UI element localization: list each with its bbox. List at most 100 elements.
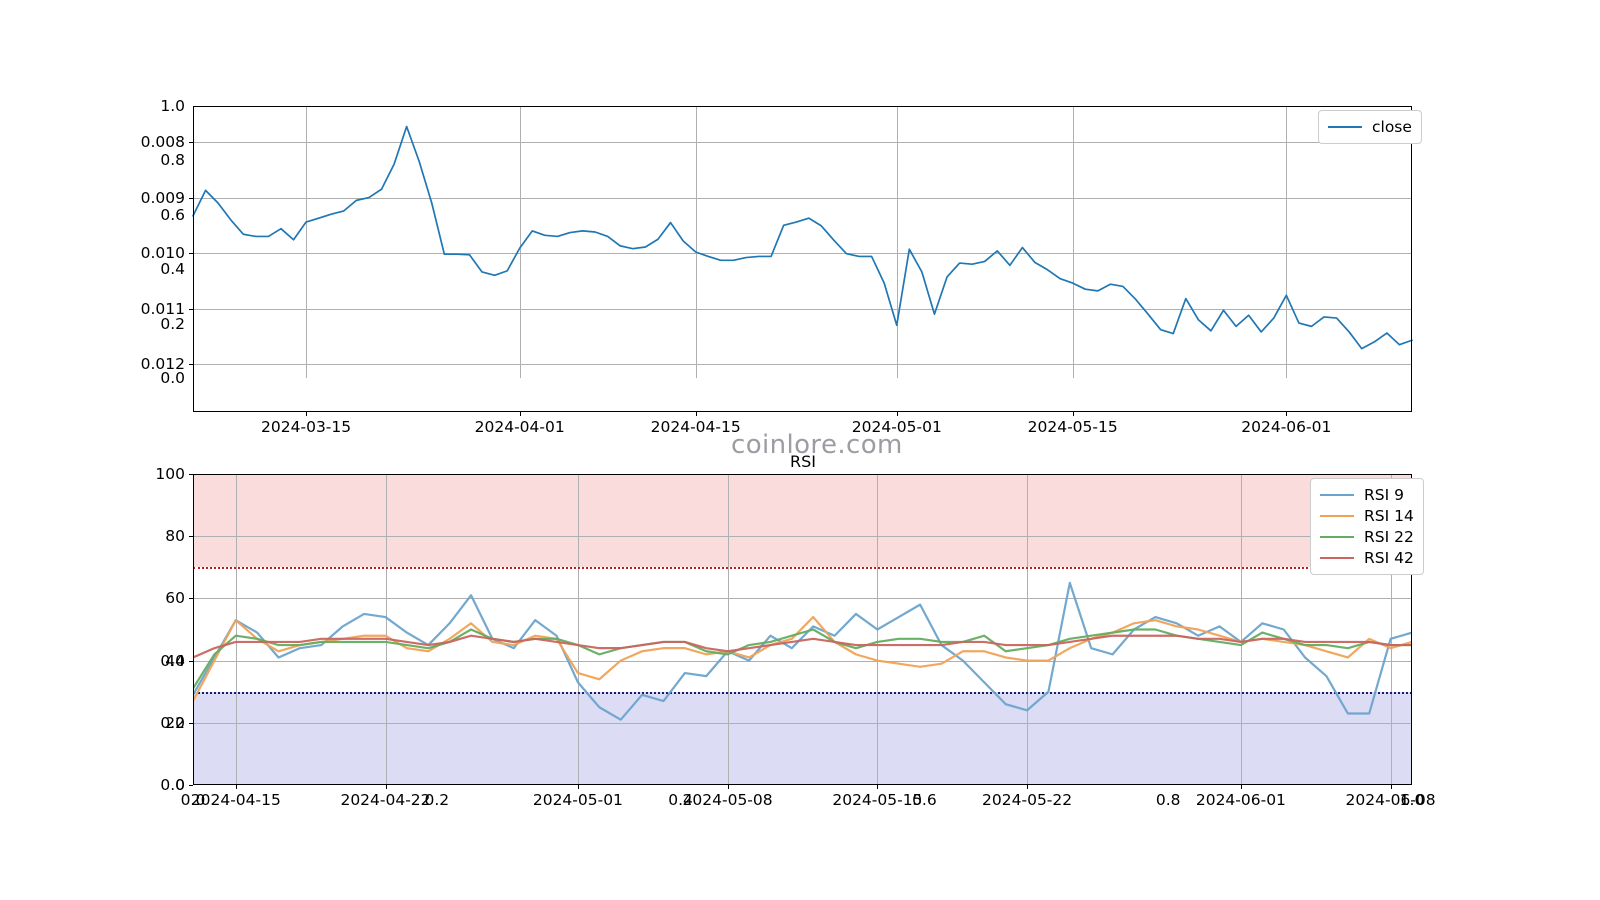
- legend-label: RSI 14: [1364, 506, 1414, 525]
- price-gridline-v: [519, 106, 521, 378]
- price-y-tick-label: 0.009: [140, 188, 185, 207]
- rsi-x-tick: [235, 785, 237, 789]
- price-gridline-v: [306, 106, 308, 378]
- price-gridline-h: [193, 364, 1412, 366]
- legend-label: RSI 42: [1364, 548, 1414, 567]
- rsi-gridline-h: [193, 722, 1412, 724]
- rsi-axes-frame: [193, 474, 1412, 785]
- legend-item[interactable]: RSI 14: [1320, 505, 1414, 526]
- watermark: coinlore.com: [731, 430, 903, 460]
- rsi-gridline-v: [727, 474, 729, 785]
- price-y-tick-label: 0.011: [140, 299, 185, 318]
- price-chart-panel: [192, 106, 1413, 378]
- rsi-y-tick: [189, 536, 193, 538]
- rsi-x-tick-label: 2024-04-22: [340, 791, 431, 809]
- rsi-gridline-v: [1240, 474, 1242, 785]
- rsi-x-tick-label: 2024-05-22: [982, 791, 1073, 809]
- rsi-x-overlay-label: 0.4: [668, 791, 693, 809]
- price-x-tick: [519, 412, 521, 416]
- rsi-subplot-title: RSI: [790, 452, 816, 471]
- price-x-tick-label: 2024-03-15: [261, 418, 352, 436]
- rsi-y-tick-label: 40: [165, 651, 185, 670]
- rsi-x-tick: [1240, 785, 1242, 789]
- rsi-y-tick-label: 100: [155, 465, 185, 483]
- price-x-tick-label: 2024-05-15: [1027, 418, 1118, 436]
- rsi-x-tick: [727, 785, 729, 789]
- rsi-y-tick-label: 20: [165, 713, 185, 732]
- rsi-band-oversold: [193, 691, 1412, 785]
- rsi-x-overlay-label: 0.6: [912, 791, 937, 809]
- rsi-x-tick: [877, 785, 879, 789]
- legend-item[interactable]: RSI 22: [1320, 526, 1414, 547]
- price-gridline-h: [193, 253, 1412, 255]
- rsi-series-svg: [193, 581, 1412, 721]
- price-gridline-v: [896, 106, 898, 378]
- rsi-y-tick-label: 0: [175, 776, 185, 794]
- rsi-x-overlay-label: 1.0: [1399, 791, 1425, 809]
- rsi-x-tick-label: 2024-05-08: [682, 791, 773, 809]
- rsi-gridline-v: [577, 474, 579, 785]
- price-y-tick-label: 0.010: [140, 244, 185, 263]
- rsi-legend[interactable]: RSI 9 RSI 14 RSI 22 RSI 42: [1310, 478, 1424, 575]
- price-y-overlay-label: 1.0: [160, 97, 185, 115]
- price-gridline-v: [1072, 106, 1074, 378]
- price-y-overlay-label: 0.4: [160, 260, 185, 279]
- price-y-overlay-label: 0.2: [160, 314, 185, 333]
- rsi-y-tick: [189, 474, 193, 475]
- rsi-gridline-v: [1390, 474, 1392, 785]
- rsi-x-tick-label: 2024-05-01: [532, 791, 623, 809]
- rsi-x-tick-label: 2024-06-08: [1345, 791, 1436, 809]
- price-x-tick-label: 2024-05-01: [851, 418, 942, 436]
- price-y-tick-label: 0.012: [140, 355, 185, 374]
- price-y-overlay-label: 0.6: [160, 205, 185, 224]
- price-y-overlay-label: 0.0: [160, 369, 185, 387]
- price-gridline-v: [695, 106, 697, 378]
- price-legend[interactable]: close: [1318, 110, 1422, 144]
- legend-swatch-rsi-9: [1320, 493, 1354, 496]
- rsi-gridline-v: [1027, 474, 1029, 785]
- rsi-y-overlay-label: 0.0: [160, 776, 185, 794]
- price-y-tick: [189, 197, 193, 199]
- rsi-x-overlay-label: 0.8: [1155, 791, 1181, 809]
- price-x-tick: [1072, 412, 1074, 416]
- rsi-chart-panel: [193, 474, 1412, 785]
- price-x-tick-label: 2024-04-01: [474, 418, 565, 436]
- price-gridline-h: [193, 142, 1412, 144]
- legend-swatch-rsi-22: [1320, 535, 1354, 538]
- legend-label: RSI 22: [1364, 527, 1414, 546]
- price-y-tick: [189, 364, 193, 366]
- legend-label: RSI 9: [1364, 485, 1404, 504]
- rsi-x-tick-label: 2024-06-01: [1195, 791, 1286, 809]
- rsi-y-overlay-label: 0.4: [160, 651, 185, 670]
- rsi-x-tick: [1027, 785, 1029, 789]
- rsi-gridline-h: [193, 536, 1412, 538]
- price-y-tick-label: 0.008: [140, 133, 185, 152]
- rsi-x-tick: [577, 785, 579, 789]
- legend-swatch-close: [1328, 125, 1362, 128]
- legend-swatch-rsi-42: [1320, 556, 1354, 559]
- legend-swatch-rsi-14: [1320, 514, 1354, 517]
- price-y-tick: [189, 142, 193, 144]
- rsi-gridline-v: [235, 474, 237, 785]
- legend-item[interactable]: RSI 9: [1320, 484, 1414, 505]
- rsi-x-overlay-label: 0.2: [424, 791, 450, 809]
- rsi-y-tick: [189, 660, 193, 662]
- rsi-gridline-h: [193, 660, 1412, 662]
- rsi-y-tick-label: 80: [165, 527, 185, 546]
- price-x-tick-label: 2024-04-15: [650, 418, 741, 436]
- rsi-x-tick: [385, 785, 387, 789]
- rsi-gridline-v: [385, 474, 387, 785]
- legend-label: close: [1372, 117, 1412, 136]
- rsi-y-tick: [189, 722, 193, 724]
- price-y-overlay-label: 0.8: [160, 151, 185, 170]
- legend-item[interactable]: close: [1328, 116, 1412, 137]
- rsi-x-tick-label: 2024-04-15: [190, 791, 281, 809]
- rsi-threshold-line-30: [193, 691, 1412, 694]
- price-y-tick: [189, 308, 193, 310]
- price-gridline-v: [1286, 106, 1288, 378]
- legend-item[interactable]: RSI 42: [1320, 547, 1414, 568]
- rsi-gridline-h: [193, 598, 1412, 600]
- price-y-tick: [189, 253, 193, 255]
- rsi-x-tick: [1390, 785, 1392, 789]
